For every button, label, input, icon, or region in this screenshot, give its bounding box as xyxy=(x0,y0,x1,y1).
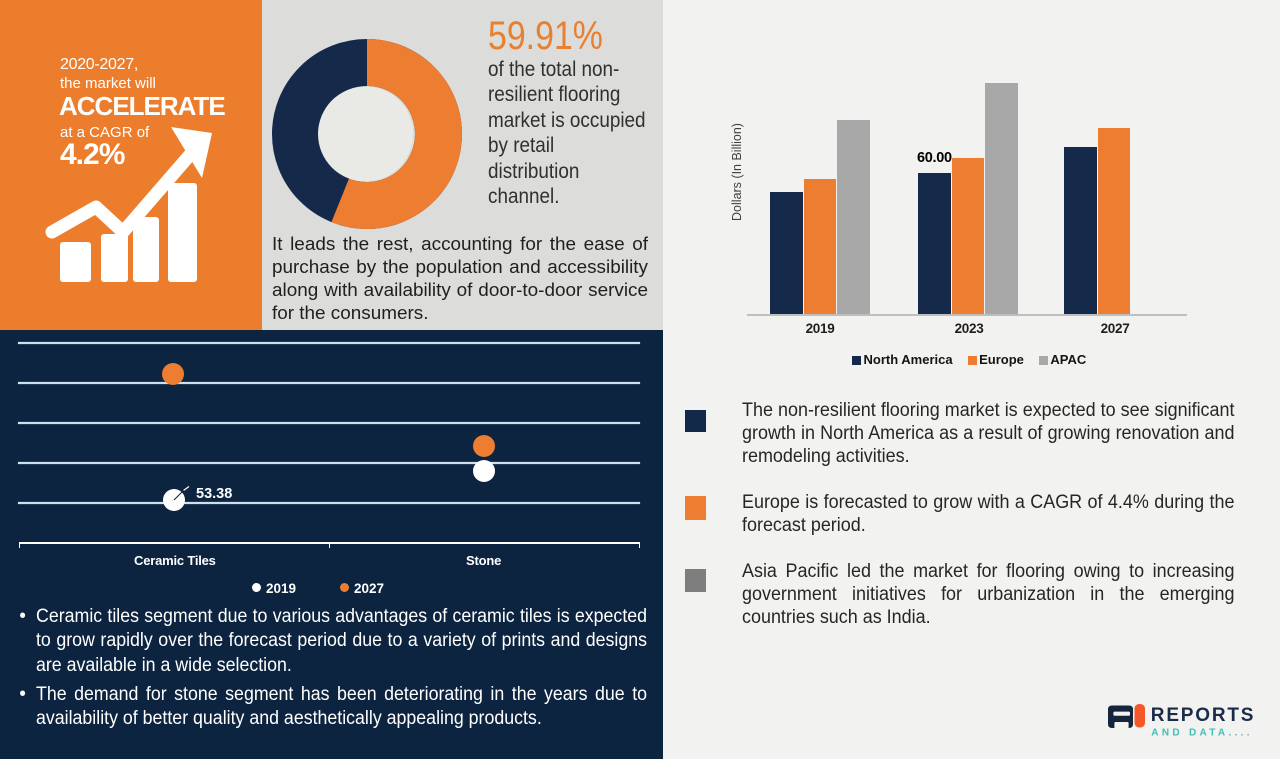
svg-text:AND DATA....: AND DATA.... xyxy=(1151,728,1252,739)
svg-text:REPORTS: REPORTS xyxy=(1151,705,1255,726)
